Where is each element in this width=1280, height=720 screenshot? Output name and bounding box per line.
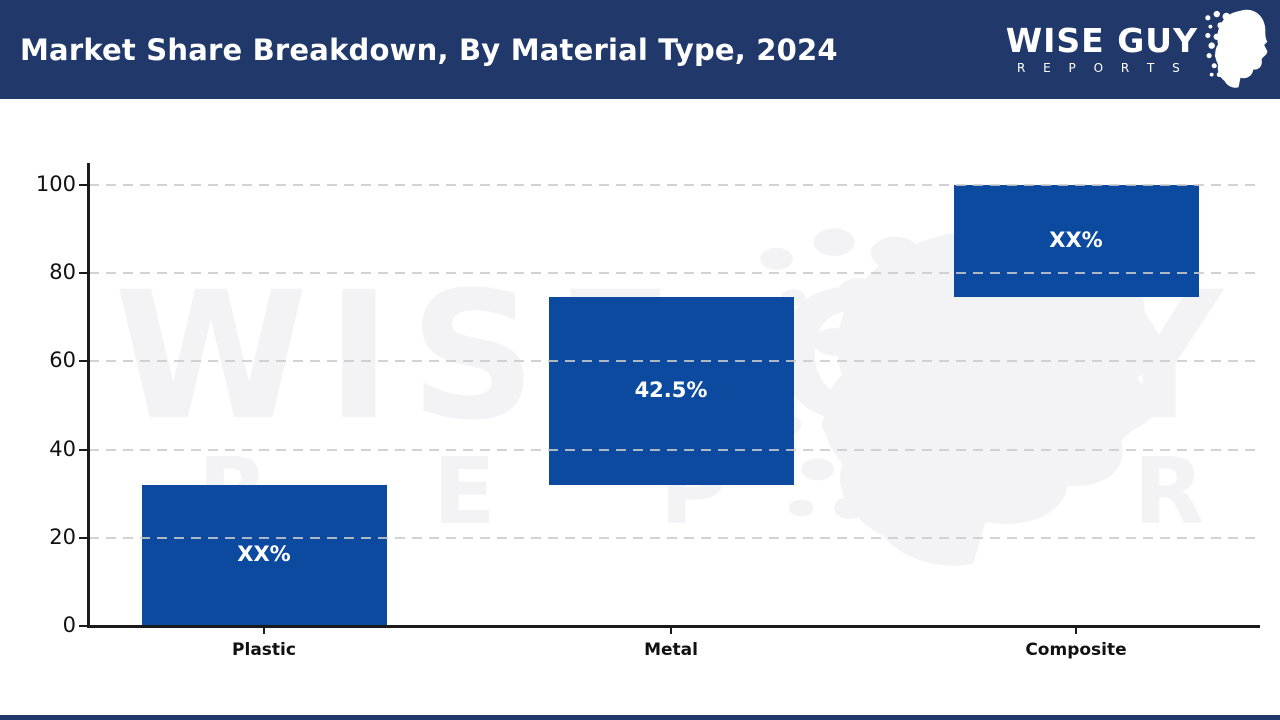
y-axis-label-80: 80 [49, 260, 76, 285]
x-axis-tick-metal [670, 627, 672, 634]
bar-value-label-metal: 42.5% [634, 378, 708, 403]
y-axis-tick-40 [79, 448, 88, 451]
bar-metal [548, 297, 794, 485]
bar-plastic [141, 484, 387, 626]
bar-composite [953, 185, 1199, 298]
x-axis-label-metal: Metal [644, 640, 698, 660]
x-axis-tick-composite [1075, 627, 1077, 634]
brand-text: WISE GUY R E P O R T S [1006, 24, 1198, 75]
brand-logo: WISE GUY R E P O R T S [1006, 9, 1280, 91]
y-axis-spine [87, 163, 90, 628]
x-axis-label-plastic: Plastic [232, 640, 296, 660]
brand-name: WISE GUY [1005, 21, 1198, 60]
gridline-60 [89, 360, 1260, 363]
brand-reports: R E P O R T S [1016, 61, 1187, 75]
x-axis-tick-plastic [263, 627, 265, 634]
gridline-80 [89, 272, 1260, 275]
y-axis-tick-0 [79, 625, 88, 627]
y-axis-label-100: 100 [35, 172, 76, 196]
gridline-40 [89, 448, 1260, 451]
watermark-face-icon [760, 223, 1158, 566]
y-axis-tick-20 [79, 536, 88, 539]
gridline-20 [89, 536, 1260, 539]
footer-bar [0, 715, 1280, 720]
bar-value-label-composite: XX% [1049, 228, 1103, 253]
y-axis-tick-100 [79, 184, 88, 186]
y-axis-label-0: 0 [62, 613, 76, 637]
x-axis-spine [87, 624, 1260, 628]
brand-face-icon [1205, 9, 1268, 88]
chart-title: Market Share Breakdown, By Material Type… [20, 32, 838, 67]
y-axis-tick-60 [79, 360, 88, 363]
bar-value-label-plastic: XX% [237, 542, 291, 567]
gridline-100 [89, 184, 1260, 186]
y-axis-label-40: 40 [49, 436, 76, 461]
x-axis-label-composite: Composite [1025, 640, 1127, 660]
y-axis-label-60: 60 [49, 348, 76, 373]
y-axis-label-20: 20 [49, 524, 76, 549]
y-axis-tick-80 [79, 272, 88, 275]
header-bar: Market Share Breakdown, By Material Type… [0, 0, 1280, 99]
